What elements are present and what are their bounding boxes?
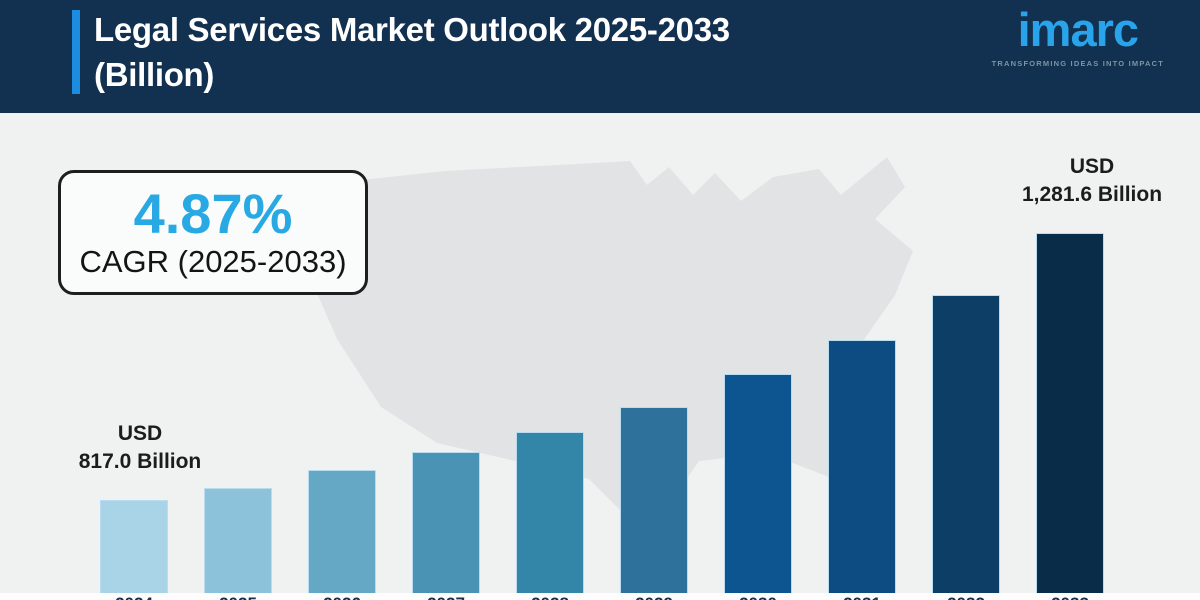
page-title-line2: (Billion) bbox=[94, 56, 215, 93]
page-title: Legal Services Market Outlook 2025-2033 … bbox=[94, 7, 730, 97]
last-bar-value-currency: USD bbox=[1069, 155, 1115, 178]
bar-2031 bbox=[828, 340, 896, 593]
page-title-line1: Legal Services Market Outlook 2025-2033 bbox=[94, 11, 730, 48]
x-axis-label-2033: 2033 bbox=[1036, 594, 1104, 600]
imarc-logo-tagline: TRANSFORMING IDEAS INTO IMPACT bbox=[991, 59, 1164, 68]
bar-2027 bbox=[412, 452, 480, 593]
x-axis-label-2024: 2024 bbox=[100, 594, 168, 600]
bar-2032 bbox=[932, 295, 1000, 593]
x-axis-label-2025: 2025 bbox=[204, 594, 272, 600]
us-map-silhouette bbox=[303, 157, 913, 561]
first-bar-value-amount: 817.0 Billion bbox=[78, 450, 202, 473]
bar-2026 bbox=[308, 470, 376, 593]
x-axis-label-2026: 2026 bbox=[308, 594, 376, 600]
x-axis-label-2031: 2031 bbox=[828, 594, 896, 600]
bar-2025 bbox=[204, 488, 272, 593]
imarc-logo: imarc TRANSFORMING IDEAS INTO IMPACT bbox=[992, 2, 1164, 68]
bar-2028 bbox=[516, 432, 584, 593]
bar-2033 bbox=[1036, 233, 1104, 593]
cagr-callout-box: 4.87% CAGR (2025-2033) bbox=[58, 170, 368, 295]
last-bar-value-annotation: USD 1,281.6 Billion bbox=[1007, 153, 1177, 209]
x-axis-label-2032: 2032 bbox=[932, 594, 1000, 600]
first-bar-value-annotation: USD 817.0 Billion bbox=[55, 420, 225, 476]
imarc-logo-wordmark: imarc bbox=[1017, 3, 1139, 56]
first-bar-value-currency: USD bbox=[117, 422, 163, 445]
header-band: Legal Services Market Outlook 2025-2033 … bbox=[0, 0, 1200, 113]
bar-2030 bbox=[724, 374, 792, 593]
bar-2024 bbox=[100, 500, 168, 593]
x-axis-label-2030: 2030 bbox=[724, 594, 792, 600]
title-accent-bar bbox=[72, 10, 80, 94]
x-axis-label-2027: 2027 bbox=[412, 594, 480, 600]
last-bar-value-amount: 1,281.6 Billion bbox=[1021, 183, 1163, 206]
x-axis-label-2029: 2029 bbox=[620, 594, 688, 600]
cagr-period-label: CAGR (2025-2033) bbox=[79, 243, 347, 279]
cagr-value: 4.87% bbox=[133, 181, 293, 245]
us-map-path bbox=[303, 157, 913, 561]
bar-2029 bbox=[620, 407, 688, 593]
axis-baseline-band bbox=[0, 593, 1200, 600]
x-axis-label-2028: 2028 bbox=[516, 594, 584, 600]
